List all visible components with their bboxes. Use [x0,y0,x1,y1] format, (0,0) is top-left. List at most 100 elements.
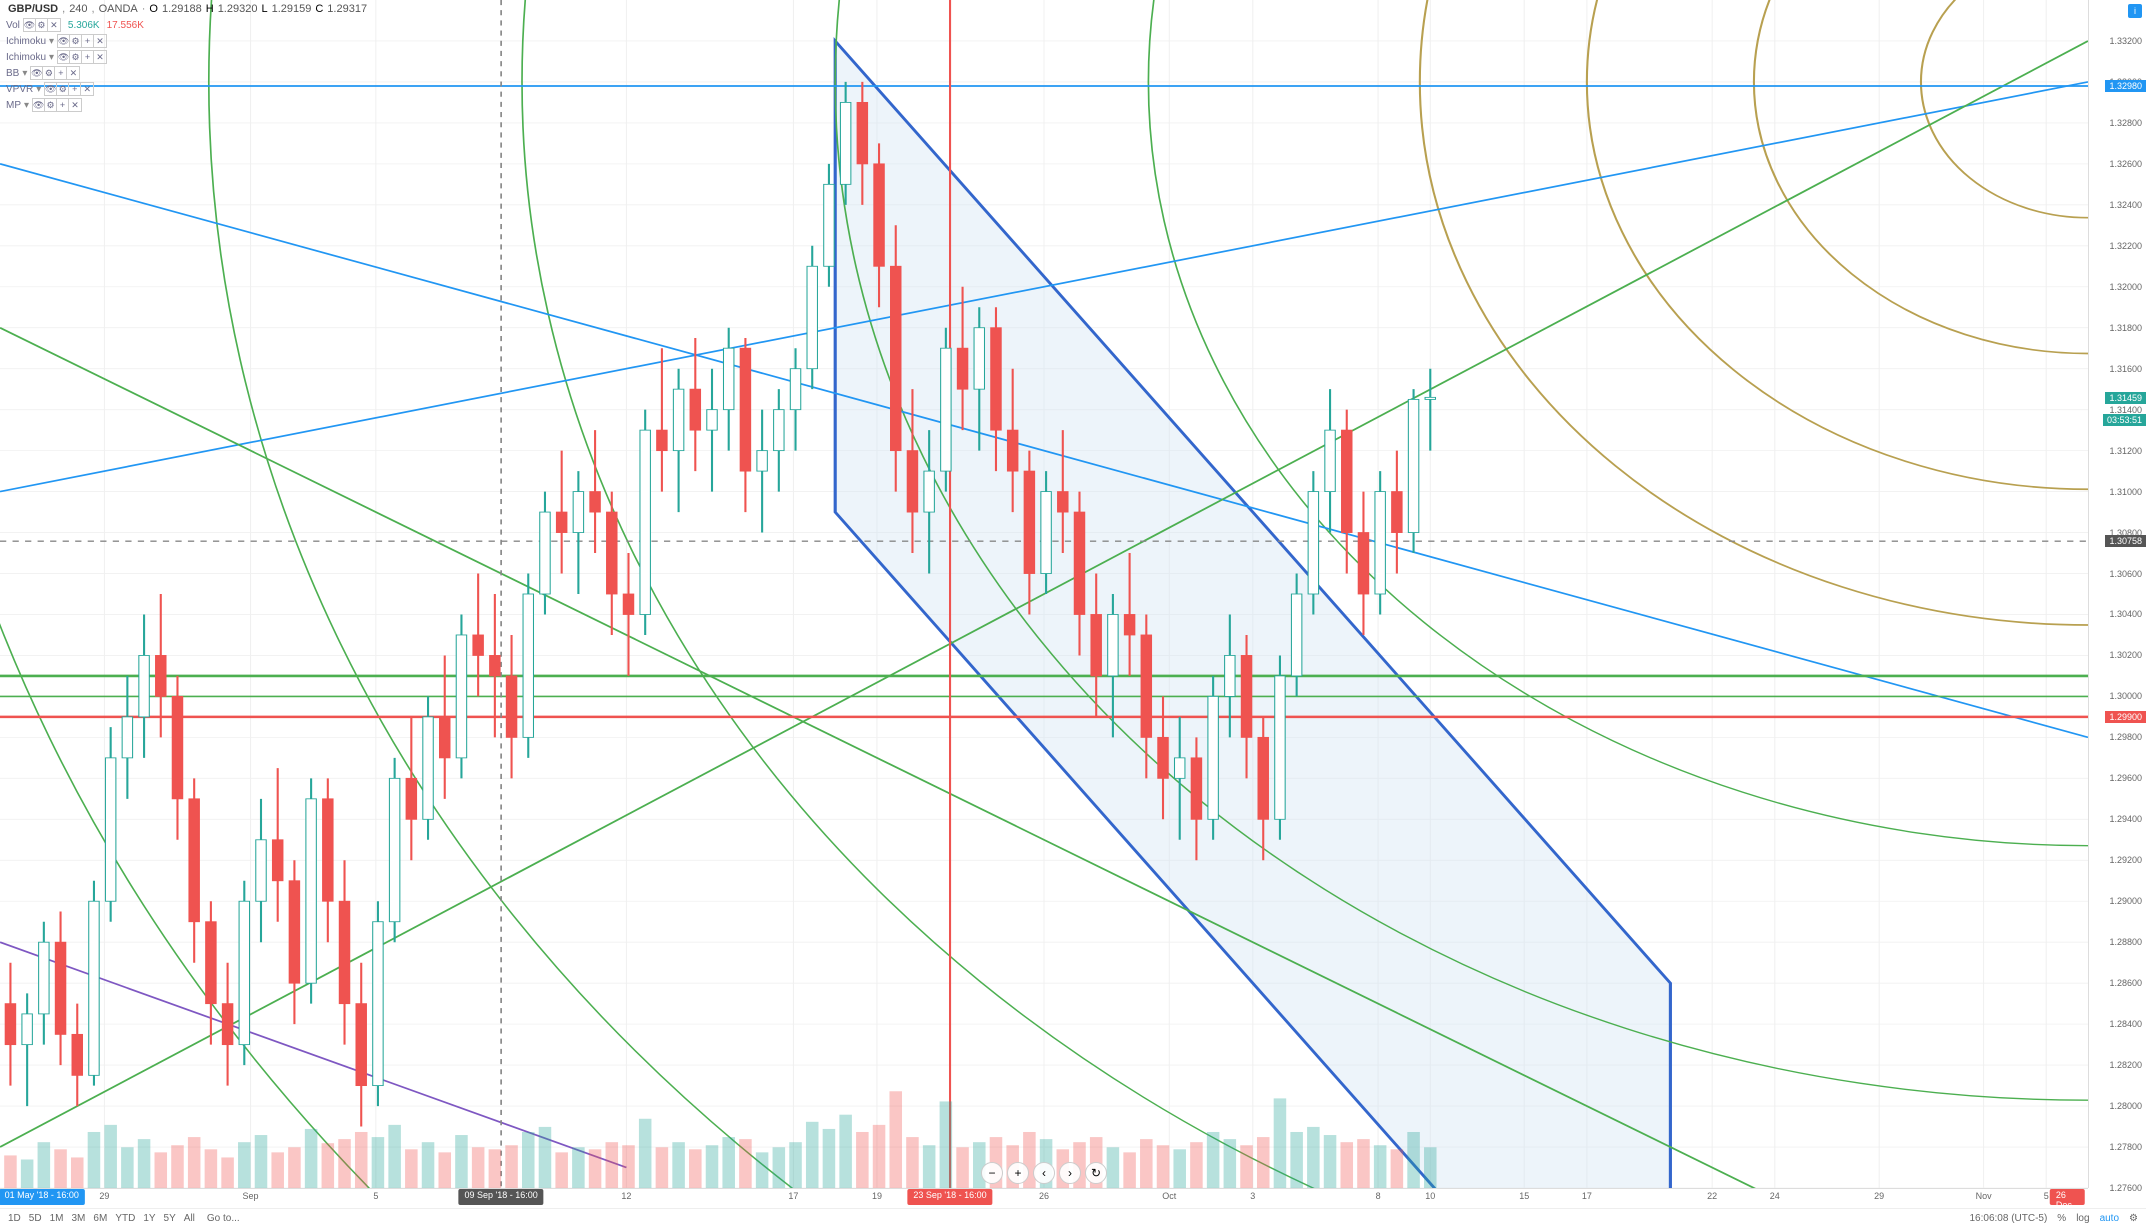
close-icon[interactable]: ✕ [81,83,93,95]
zoom-out-button[interactable]: − [981,1162,1003,1184]
bottom-toolbar: 1D5D1M3M6MYTD1Y5YAll Go to... 16:06:08 (… [0,1208,2146,1228]
gear-icon[interactable]: ⚙ [2129,1213,2138,1224]
time-axis[interactable]: 29Sep512171926Oct38101517222429Nov501 Ma… [0,1188,2088,1208]
indicator-row: Ichimoku ▾ 👁⚙+✕ [6,34,144,48]
ohlc-h-label: H [206,3,214,15]
indicator-controls[interactable]: 👁⚙+✕ [30,66,80,80]
indicator-controls[interactable]: 👁⚙+✕ [57,50,107,64]
timeframe-3m[interactable]: 3M [72,1213,86,1224]
x-tick: 22 [1707,1191,1717,1201]
info-icon[interactable]: i [2128,4,2142,18]
ticker-exchange: OANDA [99,3,138,15]
timeframe-6m[interactable]: 6M [93,1213,107,1224]
close-icon[interactable]: ✕ [67,67,79,79]
y-tick: 1.32000 [2109,282,2142,292]
x-tick: 17 [788,1191,798,1201]
x-tick: 26 [1039,1191,1049,1201]
ticker-bar: GBP/USD , 240 , OANDA · O 1.29188 H 1.29… [0,0,2146,18]
price-marker-crosshair: 1.30758 [2105,535,2146,547]
plus-icon[interactable]: + [82,51,94,63]
y-tick: 1.29000 [2109,896,2142,906]
price-axis[interactable]: 1.332001.330001.328001.326001.324001.322… [2088,0,2146,1188]
pct-button[interactable]: % [2057,1213,2066,1224]
chart-container: GBP/USD , 240 , OANDA · O 1.29188 H 1.29… [0,0,2146,1228]
close-icon[interactable]: ✕ [48,19,60,31]
gear-icon[interactable]: ⚙ [70,35,82,47]
log-button[interactable]: log [2076,1213,2089,1224]
gear-icon[interactable]: ⚙ [43,67,55,79]
timeframe-all[interactable]: All [184,1213,195,1224]
y-tick: 1.29800 [2109,732,2142,742]
y-tick: 1.32400 [2109,200,2142,210]
y-tick: 1.29400 [2109,814,2142,824]
price-marker-key_top: 1.32980 [2105,80,2146,92]
gear-icon[interactable]: ⚙ [36,19,48,31]
scroll-right-button[interactable]: › [1059,1162,1081,1184]
eye-icon[interactable]: 👁 [45,83,57,95]
reset-button[interactable]: ↻ [1085,1162,1107,1184]
indicator-panel: Vol 👁⚙✕ 5.306K 17.556K Ichimoku ▾ 👁⚙+✕Ic… [6,18,144,114]
eye-icon[interactable]: 👁 [31,67,43,79]
scroll-left-button[interactable]: ‹ [1033,1162,1055,1184]
y-tick: 1.28000 [2109,1101,2142,1111]
ohlc-c: 1.29317 [327,3,367,15]
chart-area[interactable]: − + ‹ › ↻ [0,0,2088,1188]
y-tick: 1.30200 [2109,650,2142,660]
timeframe-1y[interactable]: 1Y [143,1213,155,1224]
time-marker: 01 May '18 - 16:00 [0,1189,85,1205]
timeframe-1d[interactable]: 1D [8,1213,21,1224]
close-icon[interactable]: ✕ [69,99,81,111]
gear-icon[interactable]: ⚙ [70,51,82,63]
y-tick: 1.32800 [2109,118,2142,128]
indicator-controls[interactable]: 👁⚙+✕ [57,34,107,48]
y-tick: 1.30400 [2109,609,2142,619]
y-tick: 1.31000 [2109,487,2142,497]
gear-icon[interactable]: ⚙ [45,99,57,111]
plus-icon[interactable]: + [82,35,94,47]
close-icon[interactable]: ✕ [94,35,106,47]
y-tick: 1.28400 [2109,1019,2142,1029]
volume-value-2: 17.556K [107,20,144,31]
y-tick: 1.31800 [2109,323,2142,333]
indicator-controls[interactable]: 👁⚙+✕ [32,98,82,112]
nav-controls: − + ‹ › ↻ [981,1162,1107,1184]
x-tick: 5 [2044,1191,2049,1201]
y-tick: 1.32200 [2109,241,2142,251]
timeframe-1m[interactable]: 1M [50,1213,64,1224]
eye-icon[interactable]: 👁 [58,51,70,63]
x-tick: Sep [243,1191,259,1201]
close-icon[interactable]: ✕ [94,51,106,63]
x-tick: 29 [1874,1191,1884,1201]
ohlc-c-label: C [315,3,323,15]
auto-button[interactable]: auto [2100,1213,2119,1224]
ohlc-h: 1.29320 [218,3,258,15]
y-tick: 1.28600 [2109,978,2142,988]
indicator-controls[interactable]: 👁⚙+✕ [44,82,94,96]
time-marker: 26 Dec '18 - 16:00 [2050,1189,2085,1205]
y-tick: 1.30000 [2109,691,2142,701]
x-tick: Oct [1162,1191,1176,1201]
x-tick: 17 [1582,1191,1592,1201]
eye-icon[interactable]: 👁 [58,35,70,47]
price-marker-price_current: 1.31459 [2105,392,2146,404]
plus-icon[interactable]: + [55,67,67,79]
timeframe-ytd[interactable]: YTD [115,1213,135,1224]
timeframe-5d[interactable]: 5D [29,1213,42,1224]
y-tick: 1.32600 [2109,159,2142,169]
timeframe-buttons: 1D 5D 1M 3M 6M YTD 1Y 5Y All [8,1213,195,1224]
zoom-in-button[interactable]: + [1007,1162,1029,1184]
goto-button[interactable]: Go to... [207,1213,240,1224]
timeframe-5y[interactable]: 5Y [164,1213,176,1224]
ohlc-o: 1.29188 [162,3,202,15]
plus-icon[interactable]: + [69,83,81,95]
indicator-controls[interactable]: 👁⚙✕ [23,18,61,32]
plus-icon[interactable]: + [57,99,69,111]
eye-icon[interactable]: 👁 [33,99,45,111]
ohlc-l-label: L [261,3,267,15]
x-tick: 5 [373,1191,378,1201]
volume-value-1: 5.306K [68,20,100,31]
y-tick: 1.33200 [2109,36,2142,46]
gear-icon[interactable]: ⚙ [57,83,69,95]
eye-icon[interactable]: 👁 [24,19,36,31]
ticker-symbol[interactable]: GBP/USD [8,3,58,15]
